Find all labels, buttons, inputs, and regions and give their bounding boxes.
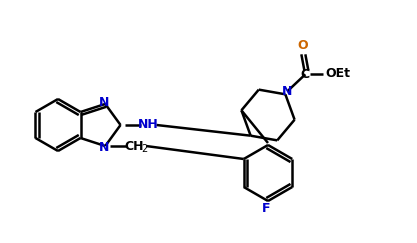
Text: C: C xyxy=(301,68,310,81)
Text: N: N xyxy=(99,140,109,154)
Text: CH: CH xyxy=(125,139,144,153)
Text: N: N xyxy=(99,96,109,109)
Text: NH: NH xyxy=(138,119,159,131)
Text: N: N xyxy=(282,85,293,98)
Text: 2: 2 xyxy=(141,144,148,154)
Text: O: O xyxy=(297,39,308,52)
Text: OEt: OEt xyxy=(326,67,351,80)
Text: F: F xyxy=(262,201,270,215)
